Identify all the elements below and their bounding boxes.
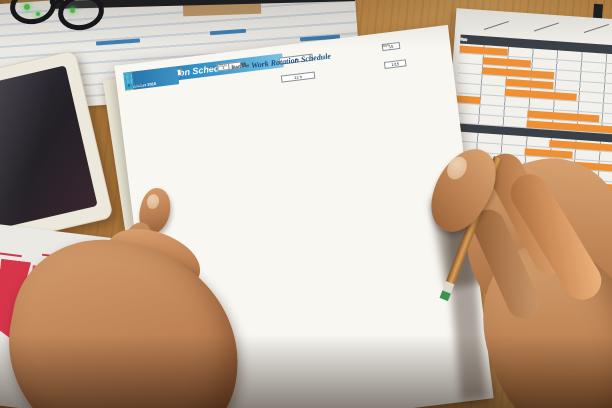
lens-glint: [36, 12, 40, 16]
working-field: 12 h: [280, 71, 316, 83]
lens-glint: [70, 8, 75, 13]
gantt-annotation-line: [533, 22, 559, 32]
tablet-screen-glare: [0, 65, 98, 229]
pay-cell: 2: [127, 83, 131, 88]
red-chart-label-mark: [0, 252, 22, 258]
gantt-annotation-line: [483, 20, 509, 30]
lens-glint: [24, 4, 30, 10]
gantt-annotation-line: [583, 23, 609, 33]
starting-field: 1/15: [383, 59, 407, 69]
gantt-month-label: Jul: [460, 36, 466, 42]
